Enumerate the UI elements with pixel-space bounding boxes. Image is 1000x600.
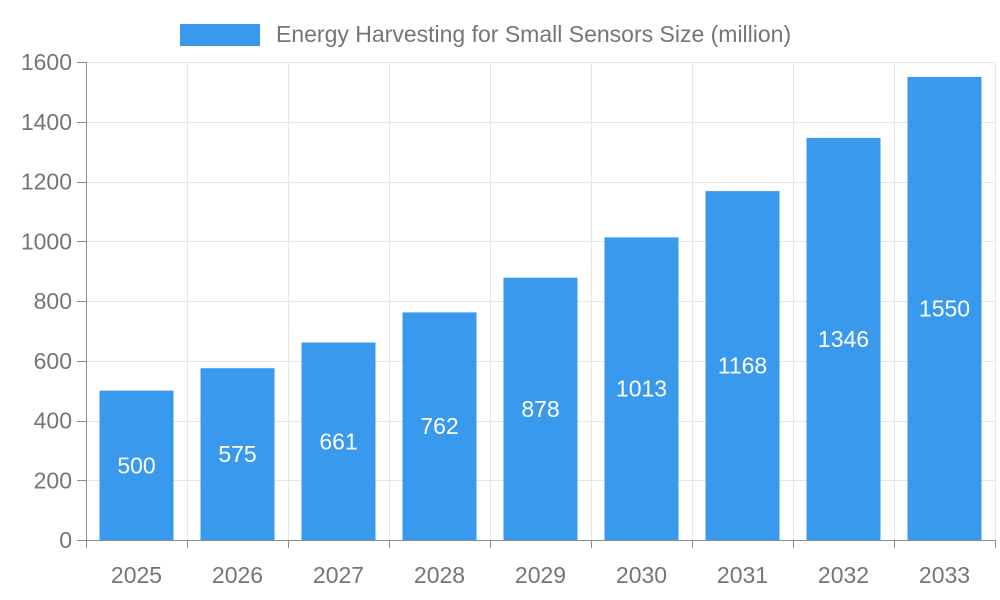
bar-2026[interactable]	[200, 368, 275, 540]
y-tick-label: 1400	[21, 109, 72, 135]
bar-2028[interactable]	[402, 312, 477, 540]
x-tick-label: 2031	[717, 562, 768, 588]
y-tick-label: 0	[59, 527, 72, 553]
y-tick-label: 600	[34, 348, 72, 374]
legend-swatch	[180, 23, 260, 46]
bar-2033[interactable]	[907, 76, 982, 541]
x-tick-label: 2029	[515, 562, 566, 588]
bar-2030[interactable]	[604, 237, 679, 540]
bar-value-label: 762	[420, 413, 458, 439]
legend-item[interactable]: Energy Harvesting for Small Sensors Size…	[180, 21, 791, 48]
bar-2025[interactable]	[99, 390, 174, 540]
bar-value-label: 1550	[919, 295, 970, 321]
bar-value-label: 1346	[818, 326, 869, 352]
x-tick-label: 2027	[313, 562, 364, 588]
x-tick-label: 2026	[212, 562, 263, 588]
x-tick-label: 2030	[616, 562, 667, 588]
x-tick-label: 2025	[111, 562, 162, 588]
bar-2032[interactable]	[806, 137, 881, 540]
y-tick-label: 1200	[21, 169, 72, 195]
y-tick-label: 200	[34, 467, 72, 493]
y-tick-label: 1600	[21, 49, 72, 75]
bar-2027[interactable]	[301, 342, 376, 541]
bar-value-label: 500	[117, 452, 155, 478]
bar-2029[interactable]	[503, 277, 578, 540]
bar-value-label: 1168	[718, 353, 767, 379]
x-tick-label: 2033	[919, 562, 970, 588]
x-tick-label: 2028	[414, 562, 465, 588]
bar-2031[interactable]	[705, 191, 780, 540]
bar-value-label: 575	[218, 441, 256, 467]
y-tick-label: 1000	[21, 228, 72, 254]
bar-value-label: 878	[521, 396, 559, 422]
y-tick-label: 800	[34, 288, 72, 314]
legend-label: Energy Harvesting for Small Sensors Size…	[276, 21, 792, 47]
x-tick-label: 2032	[818, 562, 869, 588]
bar-value-label: 661	[319, 428, 357, 454]
bar-value-label: 1013	[616, 376, 667, 402]
y-tick-label: 400	[34, 408, 72, 434]
